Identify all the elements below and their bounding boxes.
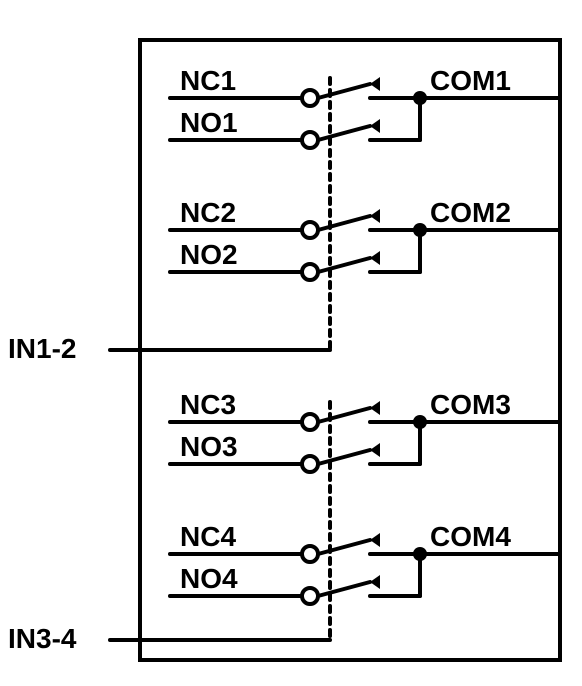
nc3-contact — [302, 414, 318, 430]
nc4-arrow — [370, 533, 380, 547]
nc1-contact — [302, 90, 318, 106]
nc4-label: NC4 — [180, 521, 236, 552]
no1-arm — [318, 126, 370, 140]
no1-label: NO1 — [180, 107, 238, 138]
no1-contact — [302, 132, 318, 148]
nc1-label: NC1 — [180, 65, 236, 96]
no4-arm — [318, 582, 370, 596]
nc3-label: NC3 — [180, 389, 236, 420]
com3-label: COM3 — [430, 389, 511, 420]
com2-label: COM2 — [430, 197, 511, 228]
no2-arrow — [370, 251, 380, 265]
no3-contact — [302, 456, 318, 472]
nc2-arrow — [370, 209, 380, 223]
in34-label: IN3-4 — [8, 623, 77, 654]
in12-label: IN1-2 — [8, 333, 76, 364]
nc3-arm — [318, 408, 370, 422]
no3-arm — [318, 450, 370, 464]
no4-arrow — [370, 575, 380, 589]
nc1-arrow — [370, 77, 380, 91]
no2-contact — [302, 264, 318, 280]
nc3-arrow — [370, 401, 380, 415]
nc2-arm — [318, 216, 370, 230]
nc2-label: NC2 — [180, 197, 236, 228]
no2-arm — [318, 258, 370, 272]
com4-label: COM4 — [430, 521, 511, 552]
no3-arrow — [370, 443, 380, 457]
no3-label: NO3 — [180, 431, 238, 462]
com1-label: COM1 — [430, 65, 511, 96]
no2-label: NO2 — [180, 239, 238, 270]
no4-contact — [302, 588, 318, 604]
no4-label: NO4 — [180, 563, 238, 594]
nc4-contact — [302, 546, 318, 562]
nc4-arm — [318, 540, 370, 554]
nc2-contact — [302, 222, 318, 238]
nc1-arm — [318, 84, 370, 98]
no1-arrow — [370, 119, 380, 133]
